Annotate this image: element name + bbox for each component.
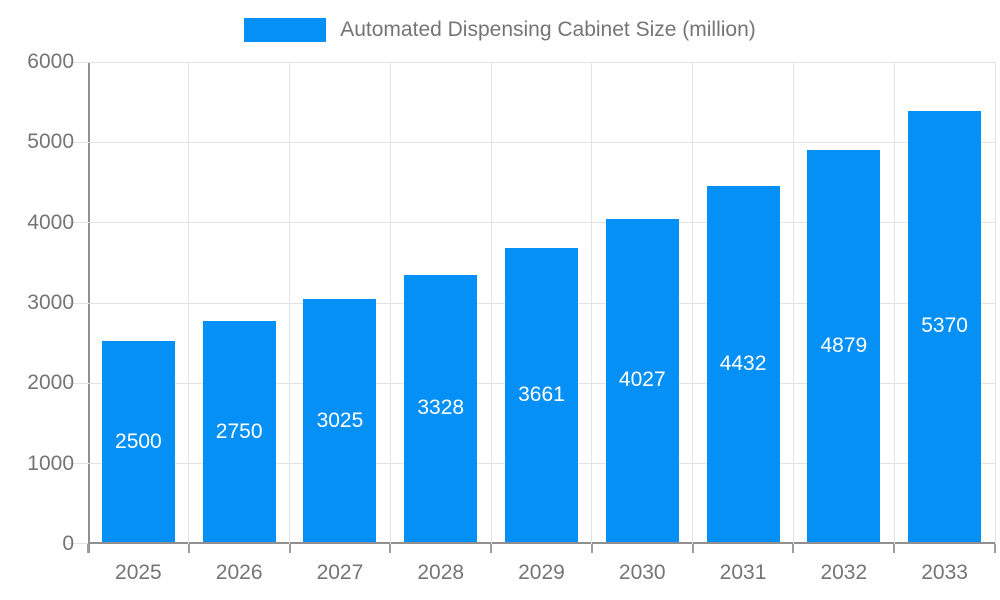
- gridline-horizontal: [68, 141, 995, 143]
- legend-swatch-icon: [244, 18, 327, 42]
- x-tick-mark: [792, 544, 795, 553]
- bar: 4027: [605, 218, 679, 542]
- x-axis-line: [88, 542, 995, 544]
- x-axis-tick-label: 2029: [518, 561, 565, 584]
- x-axis-tick-label: 2030: [618, 561, 666, 584]
- y-axis-tick-label: 1000: [27, 451, 74, 475]
- gridline-vertical: [893, 62, 895, 544]
- x-tick-mark: [691, 544, 694, 553]
- x-axis-tick-label: 2026: [215, 561, 263, 584]
- bar: 4879: [807, 150, 881, 542]
- y-axis-tick-label: 4000: [27, 210, 74, 234]
- gridline-vertical: [994, 62, 996, 544]
- y-axis-tick-label: 3000: [27, 291, 74, 314]
- bar: 3025: [303, 299, 377, 542]
- bar-value-label: 4432: [719, 351, 767, 375]
- bar: 3328: [404, 274, 478, 542]
- y-axis-line: [88, 62, 90, 553]
- gridline-vertical: [389, 62, 391, 544]
- y-axis-tick-label: 0: [62, 532, 74, 555]
- bar: 2500: [101, 341, 175, 542]
- bar-value-label: 3328: [417, 396, 465, 420]
- x-axis-tick-label: 2033: [921, 561, 968, 584]
- bar: 2750: [202, 321, 276, 542]
- bar-value-label: 5370: [921, 314, 968, 338]
- x-tick-mark: [87, 544, 89, 553]
- y-axis-tick-label: 2000: [27, 371, 74, 395]
- x-axis-tick-label: 2028: [417, 561, 465, 584]
- x-tick-mark: [893, 544, 896, 553]
- bar: 5370: [908, 110, 982, 542]
- bar-value-label: 3661: [518, 382, 565, 406]
- x-axis-tick-label: 2031: [719, 561, 767, 584]
- bar-value-label: 2750: [215, 419, 263, 443]
- y-tick-mark: [68, 543, 88, 544]
- x-tick-mark: [590, 544, 593, 553]
- x-axis-tick-label: 2027: [316, 561, 364, 584]
- y-axis-tick-label: 6000: [27, 50, 74, 73]
- x-tick-mark: [288, 544, 291, 553]
- legend: Automated Dispensing Cabinet Size (milli…: [0, 18, 1000, 42]
- bar-value-label: 4027: [618, 368, 666, 392]
- gridline-vertical: [591, 62, 593, 544]
- gridline-vertical: [792, 62, 794, 544]
- gridline-vertical: [692, 62, 694, 544]
- plot-area: 2500 2750 3025 3328 3661 4027 4432 4879 5370: [68, 61, 996, 553]
- bar: 3661: [504, 247, 579, 542]
- bar-value-label: 4879: [820, 334, 868, 358]
- gridline-vertical: [490, 62, 492, 544]
- x-tick-mark: [994, 544, 996, 553]
- x-tick-mark: [187, 544, 190, 553]
- x-axis-tick-label: 2025: [115, 561, 162, 584]
- bar: 4432: [706, 185, 780, 542]
- gridline-horizontal: [68, 222, 995, 224]
- gridline-vertical: [289, 62, 291, 544]
- legend-label: Automated Dispensing Cabinet Size (milli…: [340, 18, 756, 41]
- y-axis-tick-label: 5000: [27, 130, 74, 154]
- gridline-horizontal: [68, 61, 995, 63]
- x-tick-mark: [490, 544, 493, 553]
- x-tick-mark: [389, 544, 392, 553]
- gridline-vertical: [188, 62, 190, 544]
- bar-value-label: 2500: [115, 429, 162, 453]
- bar-value-label: 3025: [316, 408, 364, 432]
- x-axis-tick-label: 2032: [820, 561, 868, 584]
